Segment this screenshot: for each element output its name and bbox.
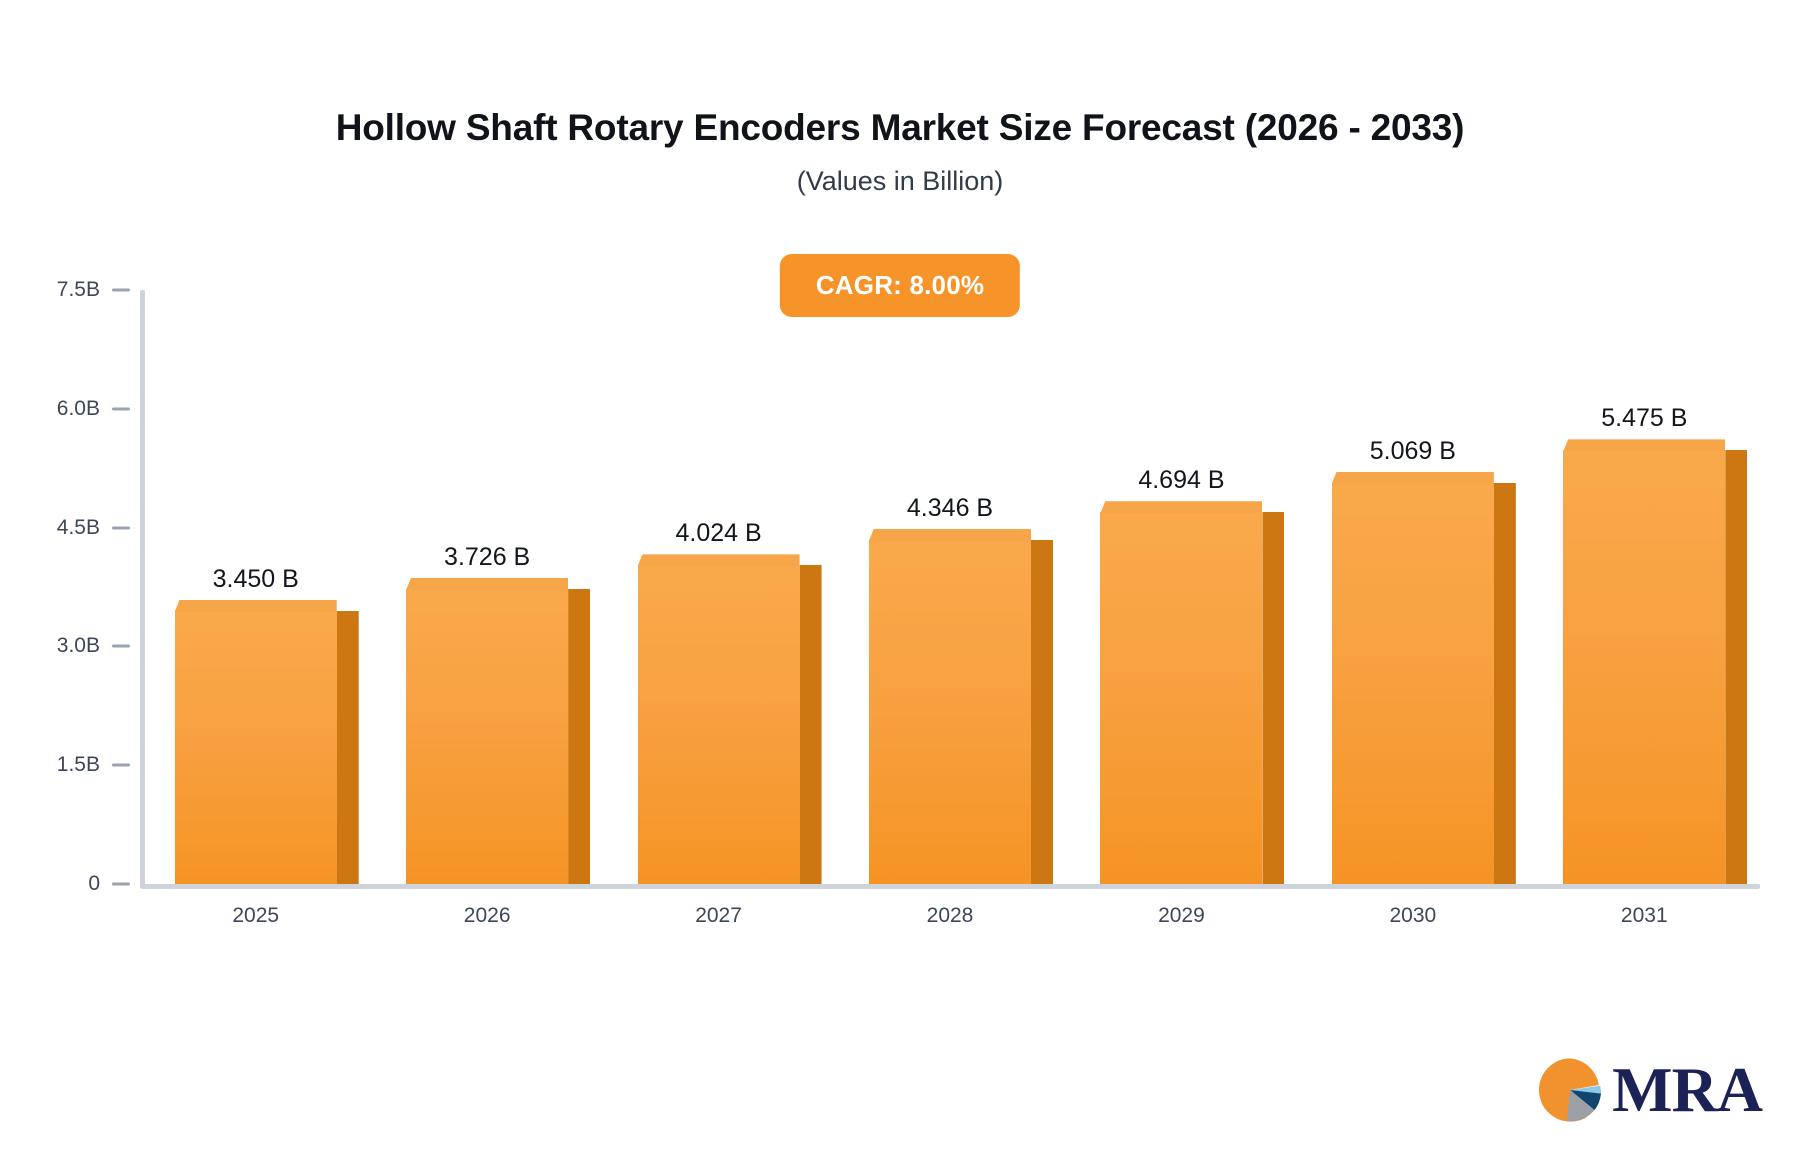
bar-front-face bbox=[1331, 482, 1494, 884]
x-axis-tick-label: 2025 bbox=[232, 904, 280, 927]
y-axis-tick-label: 4.5B bbox=[56, 515, 100, 539]
bar-column bbox=[637, 554, 822, 884]
bar-value-label: 4.346 B bbox=[906, 493, 994, 522]
x-axis-tick-label: 2027 bbox=[695, 904, 742, 927]
bar-top-face bbox=[406, 577, 569, 590]
bar-value-label: 4.694 B bbox=[1138, 466, 1225, 495]
y-axis-tick-label: 0 bbox=[88, 872, 100, 895]
bar-column bbox=[174, 599, 359, 884]
bar-top-face bbox=[637, 554, 800, 567]
bar-front-face bbox=[1100, 512, 1263, 884]
bar-series: 3.450 B 3.726 B 4.024 B 4.346 B 4.694 B 5.069… bbox=[140, 280, 1760, 889]
bar-value-label: 5.475 B bbox=[1601, 404, 1688, 433]
bar-front-face bbox=[869, 539, 1031, 884]
x-axis-tick-label: 2029 bbox=[1158, 904, 1205, 927]
logo-text: MRA bbox=[1612, 1054, 1763, 1125]
bar-value-label: 3.450 B bbox=[212, 564, 299, 593]
bar-top-face bbox=[1331, 471, 1494, 484]
cagr-badge: CAGR: 8.00% bbox=[779, 254, 1021, 317]
y-axis-tick-mark bbox=[112, 407, 130, 411]
y-axis-line bbox=[140, 290, 145, 888]
bar-side-face bbox=[1031, 539, 1053, 884]
y-axis-tick-mark bbox=[112, 526, 130, 530]
x-axis-tick-label: 2030 bbox=[1389, 904, 1437, 927]
bar-top-face bbox=[174, 599, 337, 612]
y-axis-tick-mark bbox=[112, 882, 130, 886]
bar-side-face bbox=[1262, 512, 1285, 884]
y-axis-tick-label: 6.0B bbox=[56, 396, 100, 420]
bar-value-label: 4.024 B bbox=[675, 519, 762, 548]
bar-front-face bbox=[1563, 450, 1726, 884]
bar-value-label: 5.069 B bbox=[1369, 436, 1456, 465]
bar-side-face bbox=[1493, 482, 1516, 884]
plot-area: 0 1.5B 3.0B 4.5B 6.0B 7.5B 3.450 B 3.726 B 4.02… bbox=[57, 278, 1760, 927]
x-axis-tick-label: 2031 bbox=[1620, 904, 1668, 927]
bar-top-face bbox=[1563, 439, 1726, 452]
title-block: Hollow Shaft Rotary Encoders Market Size… bbox=[0, 106, 1800, 198]
y-axis-tick-label: 3.0B bbox=[56, 634, 100, 658]
bar-top-face bbox=[869, 528, 1031, 541]
bar-side-face bbox=[799, 565, 822, 884]
y-axis-tick-label: 1.5B bbox=[56, 753, 100, 777]
bar-column bbox=[406, 577, 591, 884]
bar-front-face bbox=[637, 565, 800, 884]
bar-column bbox=[1563, 439, 1748, 884]
bar-side-face bbox=[568, 588, 591, 884]
bar-column bbox=[1331, 471, 1516, 884]
pie-chart-icon bbox=[1539, 1058, 1602, 1122]
bar-column bbox=[869, 528, 1053, 884]
y-axis-tick-mark bbox=[112, 763, 130, 767]
bar-side-face bbox=[336, 610, 359, 884]
bar-value-label: 3.726 B bbox=[444, 542, 531, 571]
mra-logo: MRA bbox=[1534, 1054, 1763, 1126]
page-title: Hollow Shaft Rotary Encoders Market Size… bbox=[335, 107, 1465, 148]
y-axis-tick-mark bbox=[112, 288, 130, 292]
y-axis-tick-label: 7.5B bbox=[56, 278, 100, 301]
bar-side-face bbox=[1725, 450, 1748, 884]
bar-front-face bbox=[406, 588, 569, 884]
x-axis-tick-label: 2028 bbox=[926, 904, 974, 927]
page-subtitle: (Values in Billion) bbox=[796, 166, 1004, 197]
y-axis-tick-mark bbox=[112, 644, 130, 648]
bar-column bbox=[1100, 501, 1285, 884]
x-axis-tick-label: 2026 bbox=[463, 904, 511, 927]
bar-top-face bbox=[1100, 501, 1263, 514]
x-axis-line bbox=[140, 884, 1760, 889]
bar-front-face bbox=[174, 610, 337, 884]
